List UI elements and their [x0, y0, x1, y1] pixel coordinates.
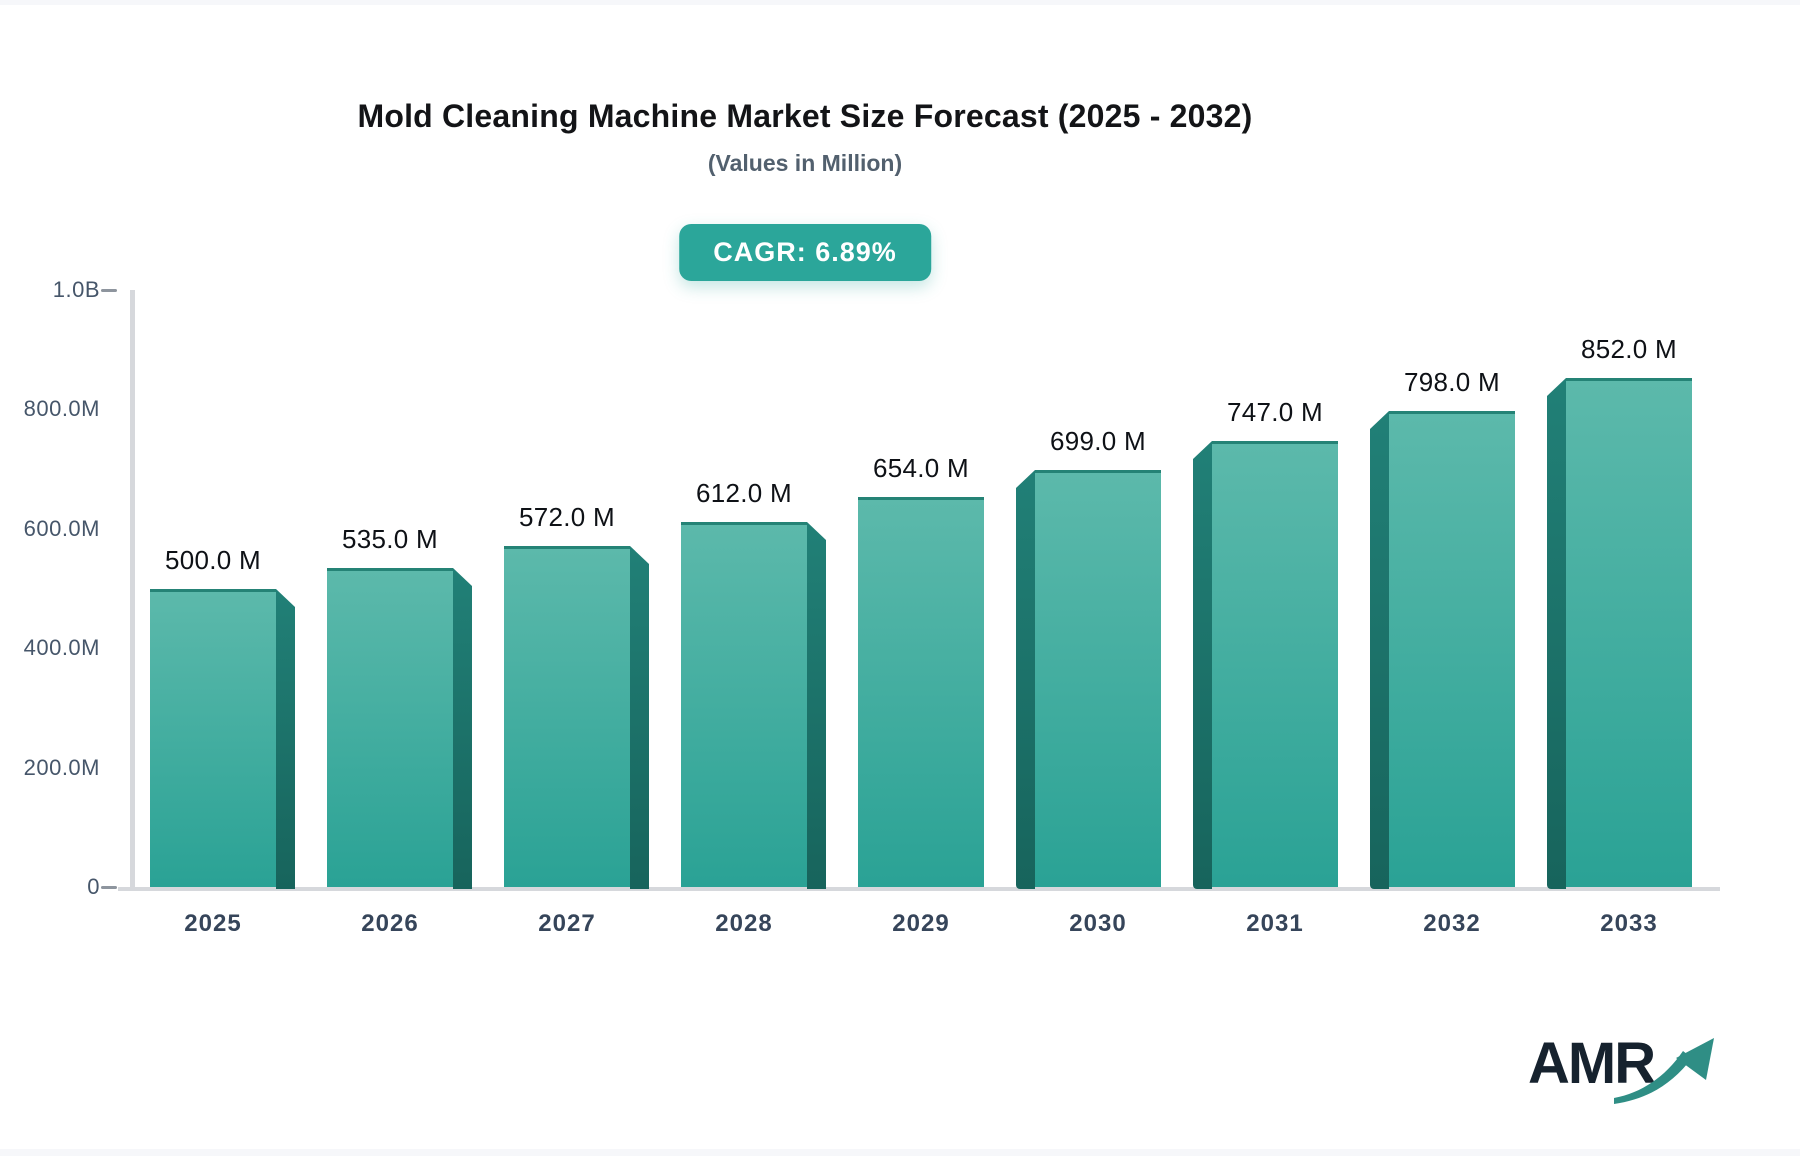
bar-face — [1035, 470, 1161, 887]
bar-side-face — [453, 568, 472, 889]
bottom-border — [0, 1149, 1800, 1156]
y-axis-line — [130, 290, 135, 891]
bar-face — [1389, 411, 1515, 887]
bar-face — [1212, 441, 1338, 887]
amr-logo-text: AMR — [1528, 1031, 1656, 1096]
x-axis-label: 2032 — [1423, 910, 1481, 937]
bar-value-label: 852.0 M — [1580, 334, 1678, 364]
x-axis-label: 2028 — [715, 910, 773, 937]
x-axis-line — [118, 887, 1720, 891]
x-axis-label: 2027 — [538, 910, 596, 937]
chart-title: Mold Cleaning Machine Market Size Foreca… — [357, 98, 1253, 134]
bar-value-label: 535.0 M — [341, 524, 439, 554]
bar-face — [858, 497, 984, 887]
bar-value-label: 747.0 M — [1226, 397, 1324, 427]
bar-side-face — [1016, 470, 1035, 889]
y-axis-tick — [101, 288, 117, 292]
bar-face — [1566, 378, 1692, 887]
y-axis-label: 600.0M — [23, 515, 100, 541]
cagr-badge: CAGR: 6.89% — [679, 224, 931, 281]
bar-value-label: 612.0 M — [695, 478, 793, 508]
x-axis-label: 2026 — [361, 910, 419, 937]
amr-logo: AMR — [1528, 1022, 1728, 1112]
bar-face — [681, 522, 807, 887]
bar-side-face — [1547, 378, 1566, 889]
x-axis-label: 2031 — [1246, 910, 1304, 937]
x-axis-label: 2030 — [1069, 910, 1127, 937]
x-axis-label: 2033 — [1600, 910, 1658, 937]
bar-value-label: 699.0 M — [1049, 426, 1147, 456]
bar-side-face — [1193, 441, 1212, 889]
bar-face — [504, 546, 630, 887]
bar-value-label: 798.0 M — [1403, 367, 1501, 397]
bar-face — [150, 589, 276, 887]
y-axis-label: 800.0M — [23, 396, 100, 422]
y-axis-label: 0 — [87, 874, 100, 899]
bar-side-face — [630, 546, 649, 889]
chart-subtitle: (Values in Million) — [707, 150, 903, 176]
growth-arrow-icon — [1614, 1038, 1714, 1104]
bar-value-label: 572.0 M — [518, 502, 616, 532]
bar-value-label: 654.0 M — [872, 453, 970, 483]
y-axis-label: 1.0B — [52, 277, 100, 302]
y-axis-label: 400.0M — [23, 635, 100, 661]
top-border — [0, 0, 1800, 5]
x-axis-label: 2029 — [892, 910, 950, 937]
y-axis-label: 200.0M — [23, 754, 100, 780]
bar-side-face — [1370, 411, 1389, 889]
bar-side-face — [807, 522, 826, 889]
bar-face — [327, 568, 453, 887]
bar-side-face — [276, 589, 295, 889]
bar-value-label: 500.0 M — [164, 545, 262, 575]
x-axis-label: 2025 — [184, 910, 242, 937]
y-axis-tick — [101, 885, 117, 889]
